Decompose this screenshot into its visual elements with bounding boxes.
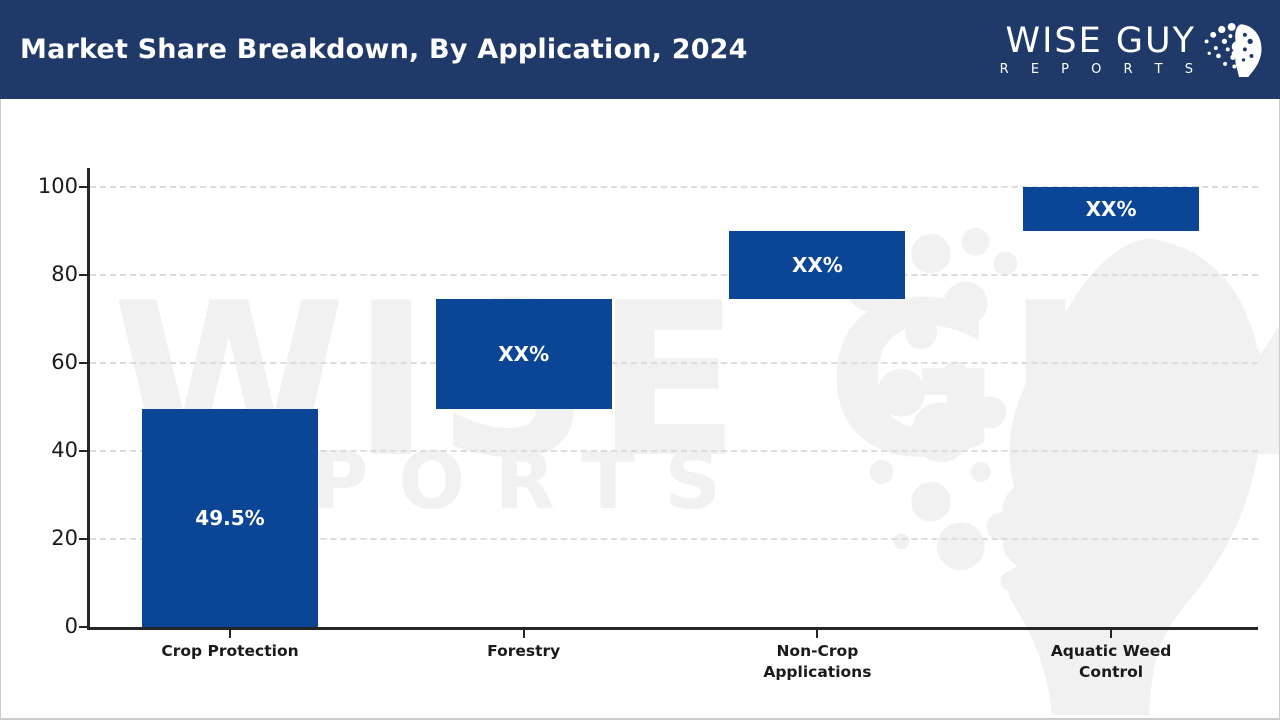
bar-aquatic-weed-control[interactable]: XX% — [1023, 187, 1199, 231]
y-tick-label-40: 40 — [16, 438, 78, 462]
x-category-label-forestry: Forestry — [409, 641, 639, 662]
bar-value-label: 49.5% — [195, 506, 264, 530]
brand-logo: WISE GUY R E P O R T S — [1000, 10, 1280, 90]
chart-area: WISE GUY REPORTS 02040608010049.5%Crop P… — [0, 99, 1280, 720]
x-tick-forestry — [523, 630, 525, 638]
bar-value-label: XX% — [1086, 197, 1137, 221]
bar-non-crop-applications[interactable]: XX% — [729, 231, 905, 299]
gridline-60 — [90, 362, 1258, 364]
y-tick-label-60: 60 — [16, 350, 78, 374]
bar-crop-protection[interactable]: 49.5% — [142, 409, 318, 627]
x-category-label-crop-protection: Crop Protection — [115, 641, 345, 662]
chart-title: Market Share Breakdown, By Application, … — [0, 34, 748, 65]
y-tick-label-100: 100 — [16, 174, 78, 198]
x-axis-line — [87, 627, 1258, 630]
x-tick-aquatic-weed-control — [1110, 630, 1112, 638]
left-edge-line — [0, 99, 1, 720]
x-tick-crop-protection — [229, 630, 231, 638]
brand-subname: R E P O R T S — [1000, 63, 1202, 76]
header-bar: Market Share Breakdown, By Application, … — [0, 0, 1280, 99]
page: Market Share Breakdown, By Application, … — [0, 0, 1280, 720]
y-tick-label-20: 20 — [16, 526, 78, 550]
logo-face-icon — [1200, 10, 1266, 90]
y-tick-label-0: 0 — [16, 614, 78, 638]
brand-name: WISE GUY — [1005, 24, 1196, 59]
y-tick-label-80: 80 — [16, 262, 78, 286]
x-category-label-non-crop-applications: Non-Crop Applications — [702, 641, 932, 683]
bar-value-label: XX% — [498, 342, 549, 366]
x-tick-non-crop-applications — [816, 630, 818, 638]
bar-value-label: XX% — [792, 253, 843, 277]
x-category-label-aquatic-weed-control: Aquatic Weed Control — [996, 641, 1226, 683]
bar-forestry[interactable]: XX% — [436, 299, 612, 409]
y-axis-line — [87, 168, 90, 629]
gridline-80 — [90, 274, 1258, 276]
